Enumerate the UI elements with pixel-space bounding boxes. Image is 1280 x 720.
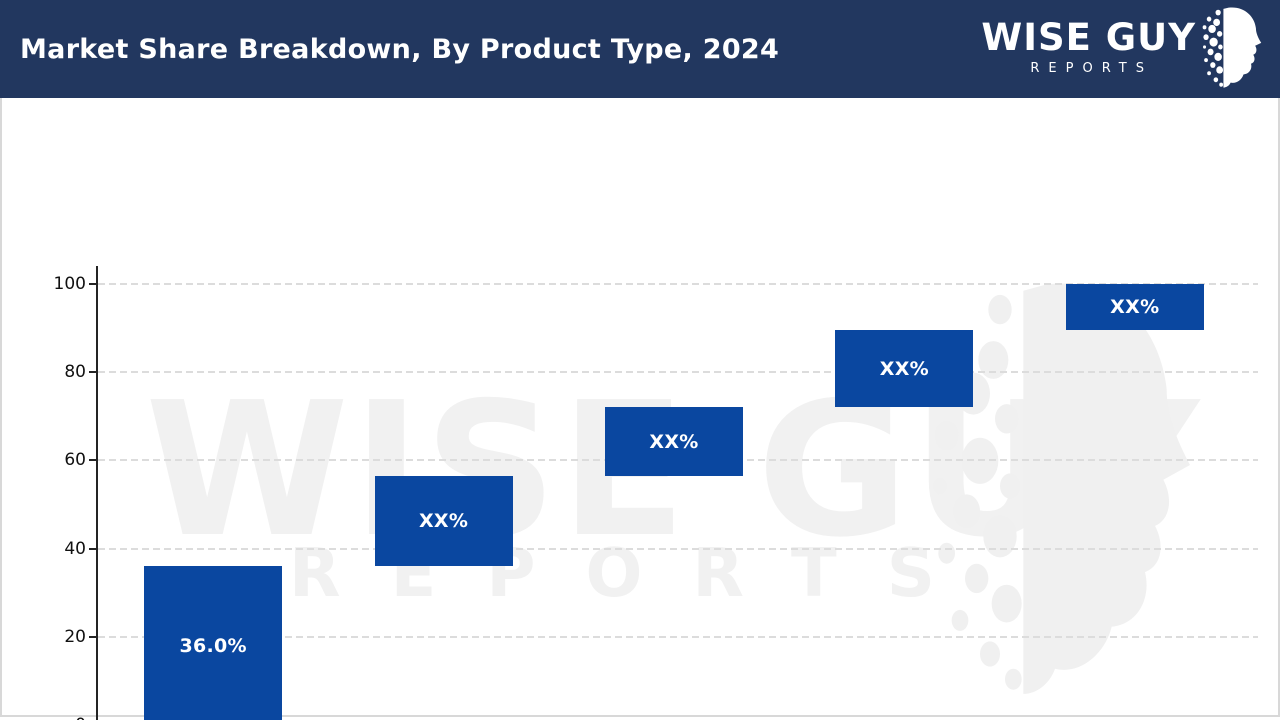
- gridline-20: [98, 635, 1258, 638]
- gridline-40: [98, 547, 1258, 550]
- y-axis-line: [96, 266, 98, 720]
- bar-value-label: XX%: [879, 357, 930, 380]
- y-tick-label: 60: [64, 450, 86, 471]
- chart-canvas: WISE GUY REPORTS 02040608010036.0%Diaper…: [0, 98, 1280, 720]
- bar-baby-food: XX%: [835, 330, 974, 408]
- bar-baby-gear: XX%: [1065, 284, 1204, 331]
- gridline-100: [98, 283, 1258, 285]
- bar-value-label: 36.0%: [179, 634, 247, 657]
- y-tick-mark: [89, 371, 97, 374]
- y-tick-mark: [89, 635, 97, 638]
- y-tick-label: 40: [64, 538, 86, 559]
- chart-title: Market Share Breakdown, By Product Type,…: [20, 33, 780, 65]
- y-tick-label: 20: [64, 626, 86, 647]
- bar-value-label: XX%: [649, 430, 699, 453]
- logo-wordmark: WISE GUY: [981, 16, 1196, 60]
- bar-value-label: XX%: [1110, 296, 1160, 319]
- y-tick-mark: [89, 547, 97, 550]
- gridline-80: [98, 371, 1258, 374]
- y-tick-mark: [89, 283, 97, 285]
- header-band: Market Share Breakdown, By Product Type,…: [0, 0, 1280, 98]
- y-tick-mark: [89, 459, 97, 462]
- dotted-head-logo-icon: [1200, 6, 1268, 88]
- y-tick-label: 80: [64, 362, 86, 383]
- logo-text: WISE GUY REPORTS: [981, 16, 1196, 76]
- bar-value-label: XX%: [418, 510, 469, 533]
- y-tick-label: 0: [34, 715, 86, 720]
- bar-diapers: 36.0%: [144, 566, 283, 720]
- bar-baby-toiletries: XX%: [605, 407, 743, 476]
- wiseguy-logo: WISE GUY REPORTS: [981, 6, 1268, 88]
- y-tick-label: 100: [53, 274, 86, 294]
- bar-wipes: XX%: [374, 475, 513, 567]
- plot-area: WISE GUY REPORTS 02040608010036.0%Diaper…: [2, 98, 1280, 720]
- logo-subtitle: REPORTS: [1030, 60, 1153, 76]
